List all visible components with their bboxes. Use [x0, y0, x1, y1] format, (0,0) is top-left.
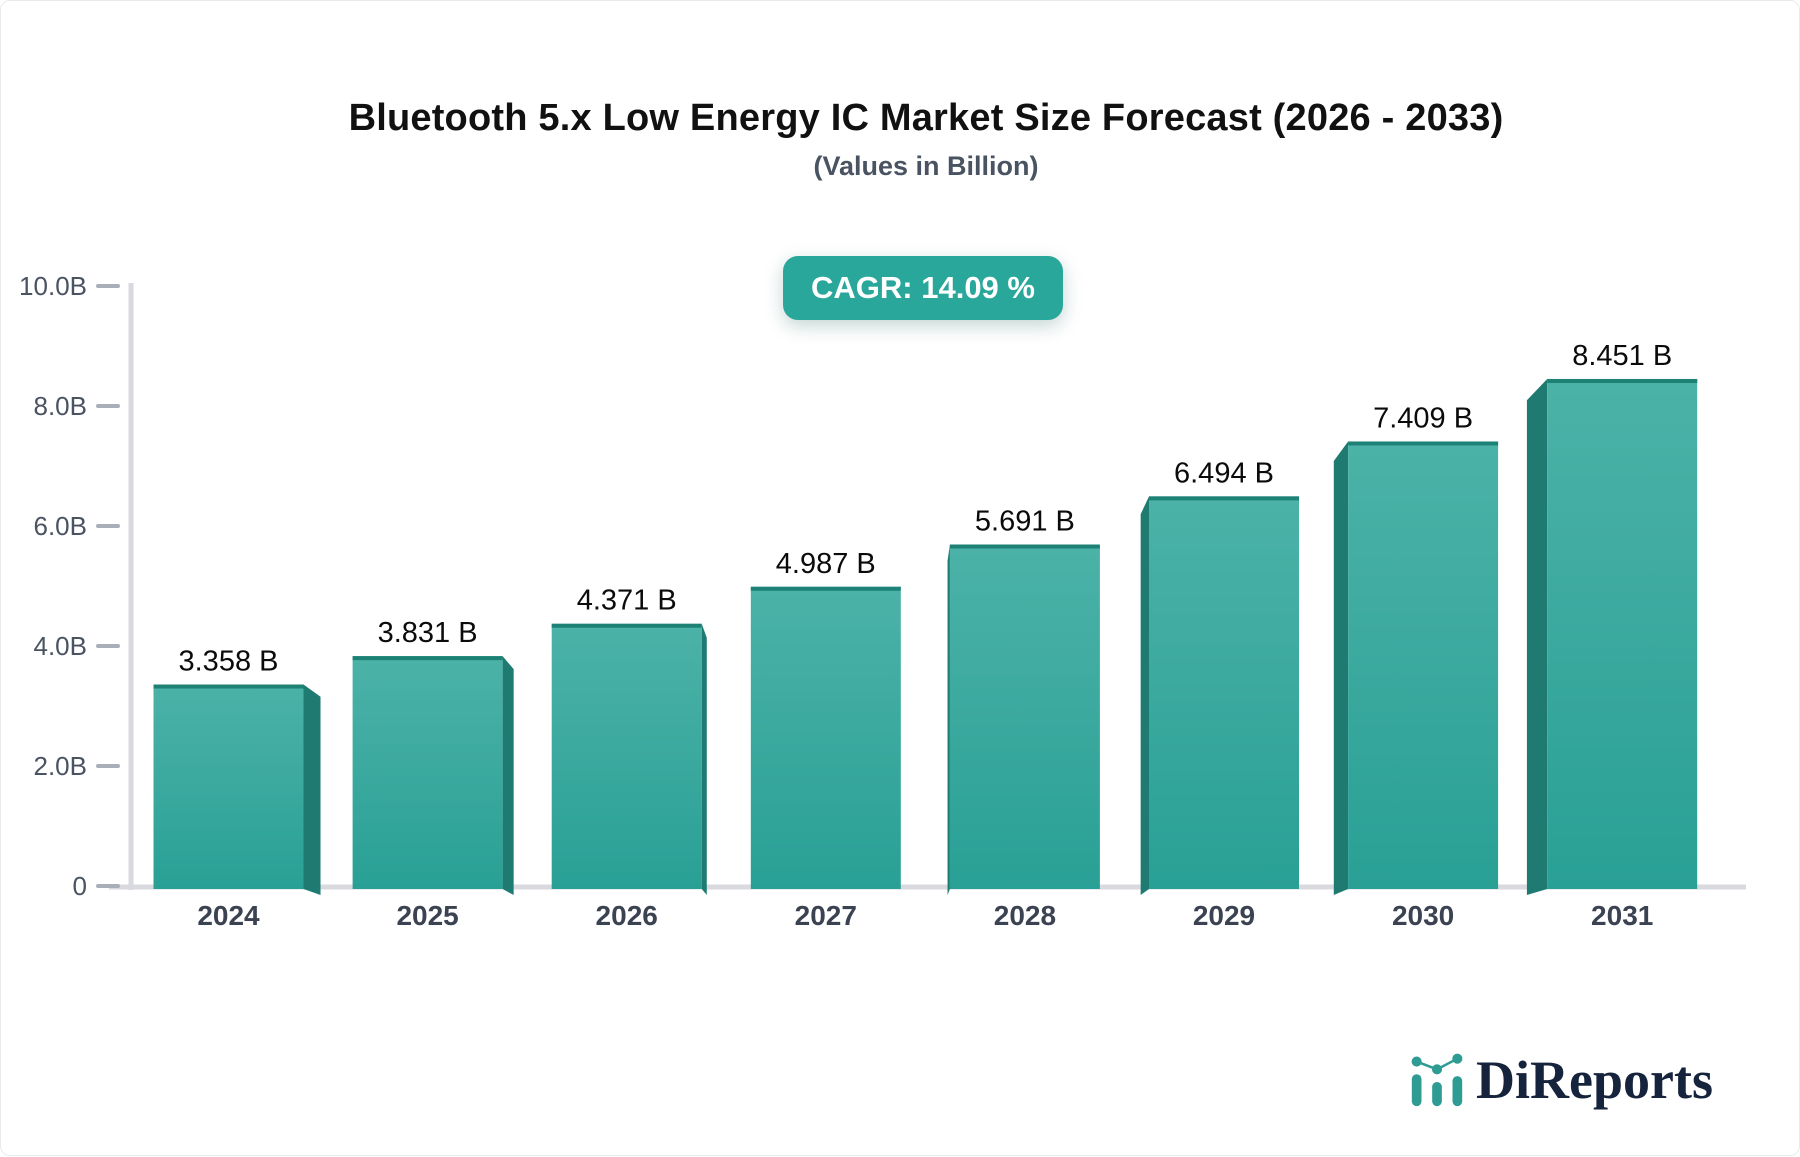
- y-tick-dash: [96, 764, 120, 768]
- y-tick-label: 0: [73, 871, 87, 901]
- bar-2029: 6.494 B 2029: [1140, 457, 1299, 931]
- y-tick-dash: [96, 644, 120, 648]
- bar-front-face: [750, 586, 901, 889]
- bar-2026: 4.371 B 2026: [551, 585, 707, 931]
- bar-value-label: 5.691 B: [975, 506, 1075, 538]
- bar-side-face: [701, 623, 707, 896]
- bar-2027: 4.987 B 2027: [750, 548, 901, 931]
- x-axis-baseline: [109, 884, 1746, 890]
- bar-value-label: 6.494 B: [1174, 457, 1274, 489]
- x-tick-label: 2027: [795, 900, 857, 931]
- y-tick-dash: [96, 284, 120, 288]
- mini-bar-chart-icon: [1411, 1053, 1463, 1107]
- bar-value-label: 4.371 B: [577, 585, 677, 617]
- bar-front-face: [1547, 378, 1698, 889]
- chart-subtitle: (Values in Billion): [813, 151, 1039, 181]
- bar-side-face: [303, 684, 321, 896]
- bar-side-face: [1140, 496, 1149, 896]
- cagr-badge: CAGR: 14.09 %: [783, 256, 1063, 320]
- y-axis-line: [128, 283, 134, 890]
- y-tick-label: 10.0B: [19, 271, 87, 301]
- bar-value-label: 8.451 B: [1572, 340, 1672, 372]
- bar-2025: 3.831 B 2025: [352, 617, 514, 931]
- x-tick-label: 2030: [1392, 900, 1454, 931]
- direports-logo: DiReports: [1406, 1049, 1713, 1111]
- bar-side-face: [502, 656, 514, 896]
- y-axis-ticks: 0 2.0B 4.0B 6.0B 8.0B 10.0B: [19, 271, 120, 901]
- bar-front-face: [153, 684, 304, 889]
- bar-front-face: [1348, 441, 1499, 889]
- bar-value-label: 7.409 B: [1373, 402, 1473, 434]
- bar-2028: 5.691 B 2028: [947, 506, 1100, 931]
- bar-front-face: [949, 544, 1100, 889]
- y-tick-dash: [96, 524, 120, 528]
- x-tick-label: 2025: [396, 900, 458, 931]
- x-tick-label: 2024: [197, 900, 260, 931]
- bar-front-face: [551, 623, 702, 889]
- y-tick-label: 4.0B: [34, 631, 88, 661]
- y-tick-label: 6.0B: [34, 511, 88, 541]
- bar-2024: 3.358 B 2024: [153, 646, 321, 931]
- x-tick-label: 2031: [1591, 900, 1653, 931]
- bar-value-label: 3.358 B: [179, 646, 279, 678]
- bar-value-label: 4.987 B: [776, 548, 876, 580]
- y-tick-dash: [96, 884, 120, 888]
- y-tick-label: 2.0B: [34, 751, 88, 781]
- x-tick-label: 2026: [596, 900, 658, 931]
- bar-2031: 8.451 B 2031: [1526, 340, 1698, 931]
- bar-2030: 7.409 B 2030: [1333, 402, 1499, 931]
- bar-side-face: [1526, 378, 1548, 896]
- bar-side-face: [1333, 441, 1349, 896]
- x-tick-label: 2028: [994, 900, 1056, 931]
- bar-front-face: [352, 656, 503, 889]
- bar-value-label: 3.831 B: [378, 617, 478, 649]
- logo-text: DiReports: [1476, 1050, 1713, 1110]
- bar-front-face: [1149, 496, 1299, 889]
- x-tick-label: 2029: [1193, 900, 1255, 931]
- y-tick-label: 8.0B: [34, 391, 88, 421]
- y-tick-dash: [96, 404, 120, 408]
- bar-side-face: [947, 544, 950, 896]
- chart-title: Bluetooth 5.x Low Energy IC Market Size …: [348, 97, 1504, 139]
